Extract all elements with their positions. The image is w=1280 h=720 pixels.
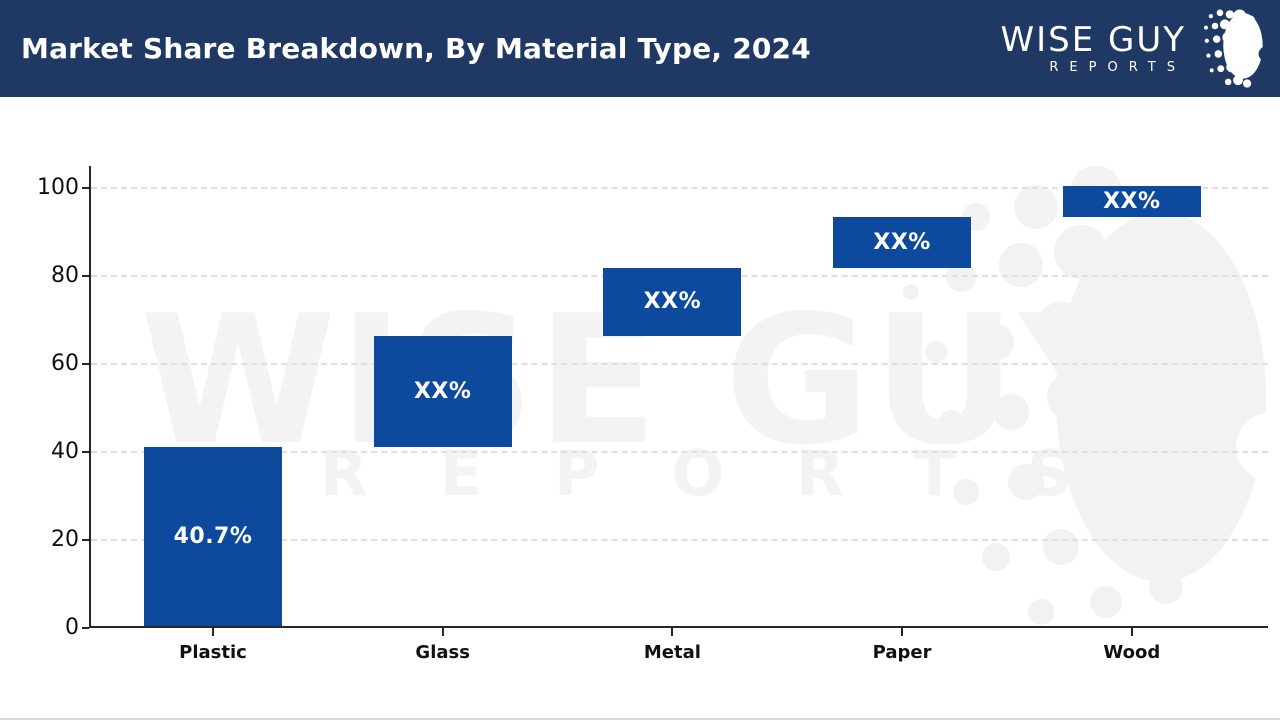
y-tick-label: 0: [65, 615, 79, 640]
y-tick-mark: [82, 275, 89, 277]
x-tick-mark: [1130, 628, 1133, 636]
header-bar: Market Share Breakdown, By Material Type…: [0, 0, 1280, 97]
x-tick-mark: [441, 628, 444, 636]
logo-wordmark: WISE GUY: [1000, 19, 1186, 60]
wise-guy-logo: WISE GUY REPORTS: [1000, 6, 1266, 92]
y-tick-label: 60: [51, 351, 79, 376]
bar-value-label: XX%: [413, 378, 472, 404]
logo-face-icon: [1204, 9, 1266, 88]
x-tick-label-plastic: Plastic: [179, 642, 247, 663]
y-tick-mark: [82, 451, 89, 453]
y-tick-label: 100: [37, 175, 79, 200]
y-tick-label: 20: [51, 527, 79, 552]
bar-value-label: XX%: [643, 289, 702, 315]
page-title: Market Share Breakdown, By Material Type…: [21, 32, 811, 65]
x-tick-label-paper: Paper: [872, 642, 932, 663]
bar-wood: XX%: [1062, 186, 1201, 217]
bar-value-label: XX%: [873, 230, 931, 256]
watermark-subtitle: REPORTS: [320, 437, 1145, 510]
bar-metal: XX%: [603, 268, 742, 336]
bar-plastic: 40.7%: [144, 446, 282, 626]
gridline-y60: [91, 363, 1268, 365]
y-tick-label: 40: [51, 439, 79, 464]
gridline-y20: [91, 539, 1268, 541]
bar-paper: XX%: [833, 216, 972, 269]
watermark-face-icon: [903, 166, 1266, 625]
y-tick-label: 80: [51, 263, 79, 288]
bar-value-label: XX%: [1103, 188, 1161, 214]
x-tick-label-wood: Wood: [1103, 642, 1161, 663]
bar-value-label: 40.7%: [173, 523, 253, 549]
plot-area: 0 20 40 60 80 100 Plastic 40.7% Glass XX% Metal XX%…: [37, 166, 1268, 663]
gridline-y100: [91, 187, 1268, 189]
x-tick-mark: [901, 628, 904, 636]
y-tick-mark: [82, 187, 89, 189]
x-tick-label-glass: Glass: [415, 642, 470, 663]
logo-text: WISE GUY REPORTS: [1000, 23, 1186, 75]
bar-glass: XX%: [373, 335, 512, 447]
chart-area: WISE GUY REPORTS 0 20 40 60 80 100 Plastic 40.7…: [0, 97, 1280, 718]
logo-subtitle: REPORTS: [1049, 59, 1186, 75]
x-tick-mark: [671, 628, 674, 636]
y-tick-mark: [82, 627, 89, 629]
gridline-y40: [91, 451, 1268, 453]
y-tick-mark: [82, 363, 89, 365]
y-tick-mark: [82, 539, 89, 541]
x-tick-mark: [212, 628, 214, 636]
x-tick-label-metal: Metal: [643, 642, 701, 663]
